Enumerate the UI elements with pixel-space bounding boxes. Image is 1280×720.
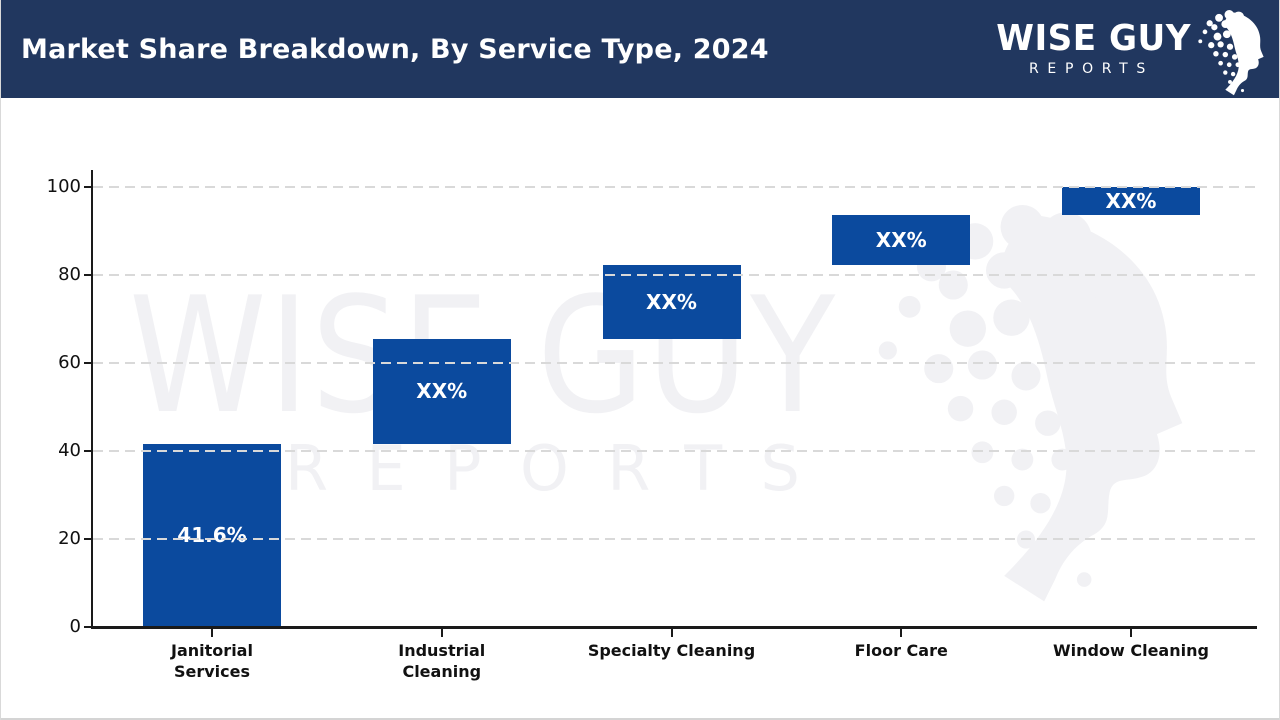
x-tick	[440, 629, 443, 637]
y-tick	[84, 626, 91, 628]
x-axis-category-label: Janitorial Services	[97, 640, 327, 682]
bar: XX%	[602, 265, 741, 339]
page-bottom-border	[1, 718, 1279, 720]
y-tick	[84, 538, 91, 540]
y-tick-label: 60	[58, 352, 81, 373]
y-tick	[84, 362, 91, 364]
bar: XX%	[1062, 187, 1200, 215]
x-axis-category-line: Window Cleaning	[1053, 641, 1209, 660]
bar: 41.6%	[143, 443, 281, 627]
x-axis-category-line: Janitorial	[171, 641, 253, 660]
x-axis-category-line: Cleaning	[402, 662, 482, 681]
x-tick	[900, 629, 903, 637]
y-axis	[91, 170, 93, 629]
y-tick	[84, 186, 91, 188]
y-tick-label: 0	[69, 616, 81, 637]
y-tick-label: 20	[58, 528, 81, 549]
y-tick-label: 80	[58, 264, 81, 285]
header-bar: Market Share Breakdown, By Service Type,…	[1, 0, 1279, 98]
brand-logo-text: WISE GUY REPORTS	[986, 18, 1191, 77]
x-axis-category-line: Industrial	[398, 641, 486, 660]
bar: XX%	[372, 338, 511, 444]
bar: XX%	[832, 214, 971, 266]
bar-value-label: XX%	[646, 290, 697, 315]
chart-title: Market Share Breakdown, By Service Type,…	[21, 33, 769, 65]
brand-head-icon	[1198, 10, 1264, 96]
y-tick	[84, 274, 91, 276]
brand-subname: REPORTS	[1029, 61, 1154, 77]
brand-logo: WISE GUY REPORTS	[996, 4, 1269, 96]
y-gridline	[93, 274, 1257, 276]
brand-name: WISE GUY	[996, 18, 1191, 59]
x-axis-category-line: Services	[173, 662, 251, 681]
x-tick	[211, 629, 213, 637]
x-axis-category-line: Specialty Cleaning	[587, 641, 756, 660]
bar-value-label: XX%	[875, 228, 927, 253]
bar-value-label: 41.6%	[177, 523, 247, 548]
x-tick	[670, 629, 673, 637]
y-gridline	[93, 362, 1257, 364]
x-axis-category-label: Industrial Cleaning	[327, 640, 557, 682]
x-axis-category-label: Window Cleaning	[1016, 640, 1246, 661]
watermark-text-line2: REPORTS	[285, 432, 839, 505]
y-tick-label: 40	[58, 440, 81, 461]
y-gridline	[93, 538, 1257, 540]
x-axis-category-label: Specialty Cleaning	[557, 640, 787, 661]
watermark-head-icon	[878, 205, 1183, 602]
x-axis-category-line: Floor Care	[854, 641, 948, 660]
y-tick	[84, 450, 91, 452]
bar-value-label: XX%	[1105, 188, 1157, 213]
y-tick-label: 100	[46, 176, 81, 197]
x-axis	[91, 626, 1257, 629]
bar-value-label: XX%	[416, 379, 468, 404]
y-gridline	[93, 450, 1257, 452]
x-tick	[1130, 629, 1132, 637]
x-axis-category-label: Floor Care	[786, 640, 1016, 661]
y-gridline	[93, 186, 1257, 188]
